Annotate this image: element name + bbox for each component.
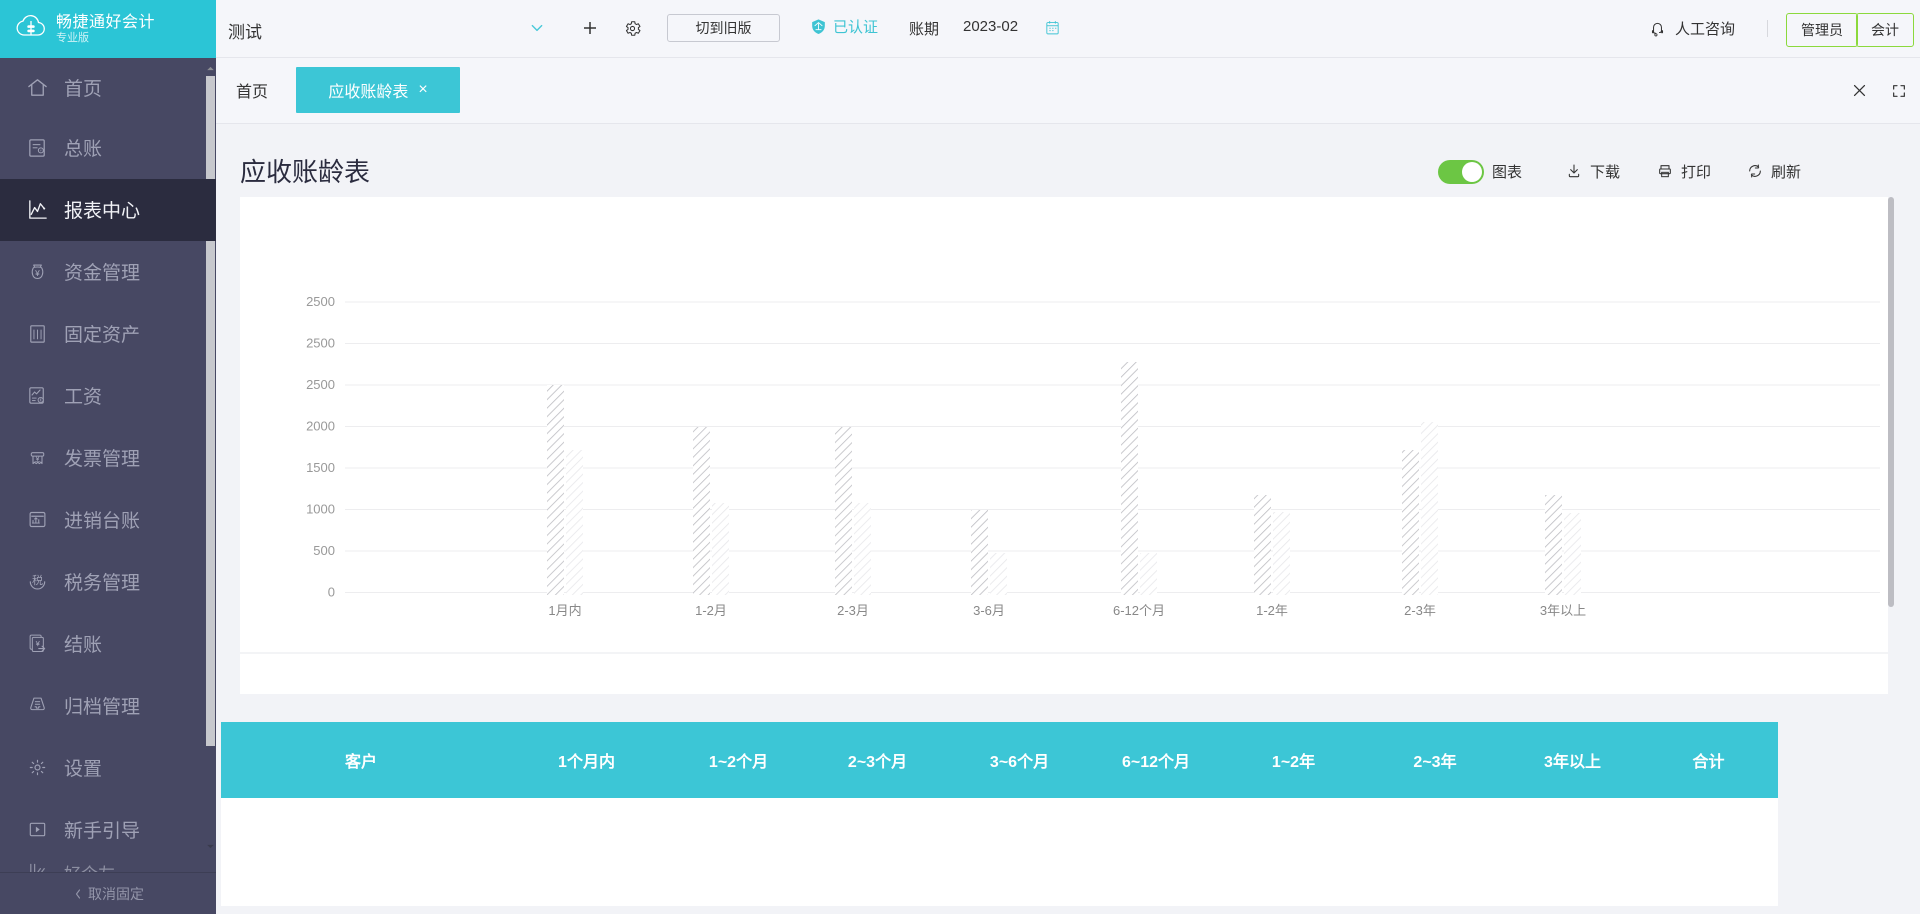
svg-text:2500: 2500	[306, 294, 335, 309]
svg-text:税: 税	[32, 573, 43, 587]
svg-text:1-2年: 1-2年	[1256, 603, 1288, 618]
svg-text:0: 0	[328, 585, 335, 600]
svg-text:1500: 1500	[306, 460, 335, 475]
svg-text:3年以上: 3年以上	[1540, 603, 1586, 618]
svg-text:2000: 2000	[306, 419, 335, 434]
svg-text:2500: 2500	[306, 336, 335, 351]
svg-text:500: 500	[313, 543, 335, 558]
svg-text:3-6月: 3-6月	[973, 603, 1005, 618]
svg-text:1-2月: 1-2月	[695, 603, 727, 618]
svg-text:2500: 2500	[306, 377, 335, 392]
svg-text:2-3月: 2-3月	[837, 603, 869, 618]
svg-text:￥: ￥	[34, 269, 41, 277]
svg-text:2-3年: 2-3年	[1404, 603, 1436, 618]
svg-text:1000: 1000	[306, 502, 335, 517]
svg-text:6-12个月: 6-12个月	[1113, 603, 1165, 618]
svg-text:￥: ￥	[35, 641, 41, 648]
svg-text:1月内: 1月内	[548, 603, 581, 618]
svg-text:¥: ¥	[40, 148, 42, 152]
